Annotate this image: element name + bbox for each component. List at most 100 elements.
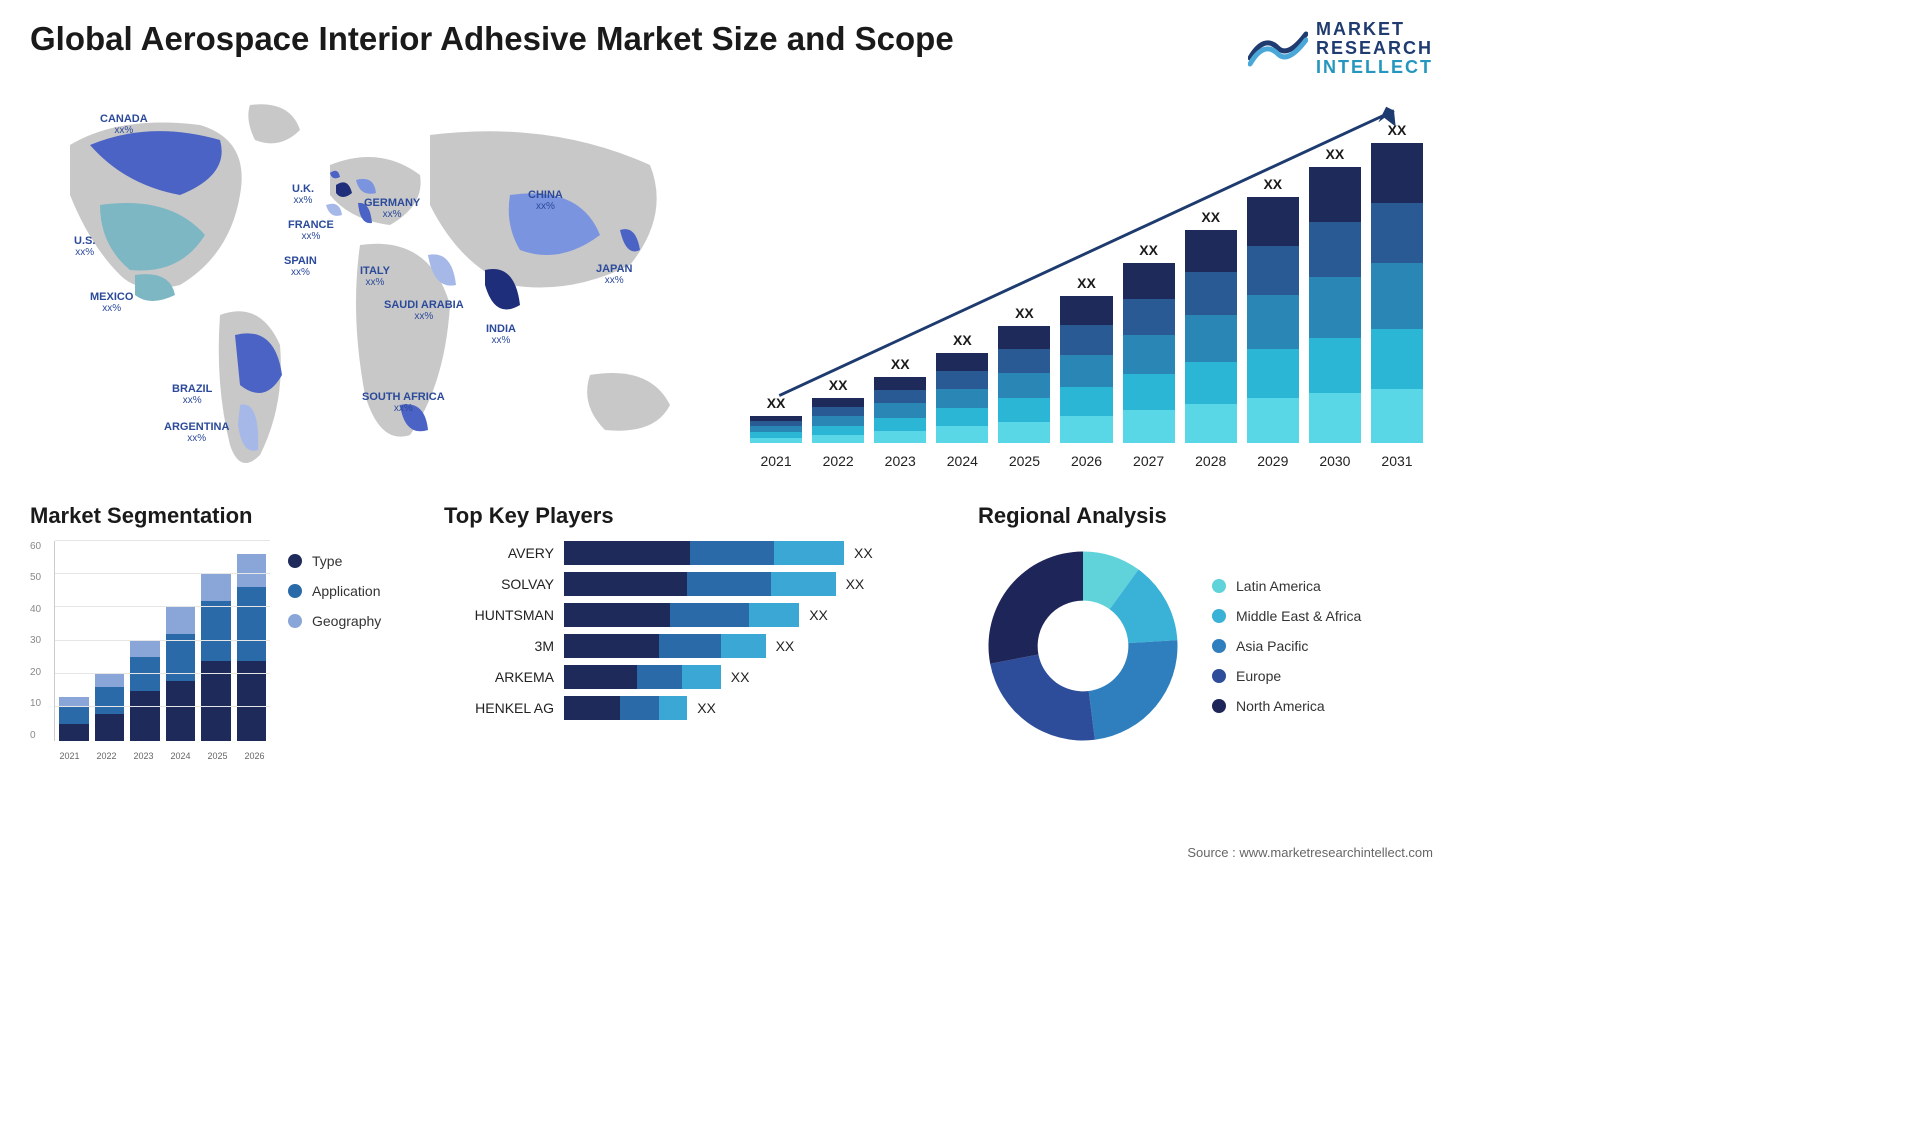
map-country-label: CANADAxx% xyxy=(100,113,148,137)
source-attribution: Source : www.marketresearchintellect.com xyxy=(1187,845,1433,860)
growth-x-label: 2029 xyxy=(1247,453,1299,469)
player-value-label: XX xyxy=(854,545,873,561)
growth-chart-panel: XXXXXXXXXXXXXXXXXXXXXX 20212022202320242… xyxy=(750,85,1433,485)
regional-panel: Regional Analysis Latin America Middle Ea… xyxy=(978,503,1418,761)
growth-bar: XX xyxy=(1060,275,1112,443)
regional-legend: Latin America Middle East & Africa Asia Pa… xyxy=(1212,578,1361,714)
legend-item: Asia Pacific xyxy=(1212,638,1361,654)
map-country-label: U.S.xx% xyxy=(74,235,95,259)
legend-item: Europe xyxy=(1212,668,1361,684)
map-country-label: ITALYxx% xyxy=(360,265,390,289)
donut-slice xyxy=(1089,640,1178,740)
segmentation-bar xyxy=(201,574,231,741)
segmentation-bar xyxy=(95,674,125,741)
key-players-panel: Top Key Players AVERYXX SOLVAY XX HUNTSMAN X… xyxy=(444,503,944,761)
legend-swatch-icon xyxy=(1212,579,1226,593)
player-value-label: XX xyxy=(846,576,865,592)
growth-bar-value-label: XX xyxy=(767,395,786,411)
growth-x-label: 2026 xyxy=(1060,453,1112,469)
player-value-label: XX xyxy=(776,638,795,654)
brand-logo: MARKET RESEARCH INTELLECT xyxy=(1248,20,1433,77)
segmentation-bar xyxy=(166,607,196,740)
map-country-label: CHINAxx% xyxy=(528,189,563,213)
growth-bar: XX xyxy=(1123,242,1175,443)
legend-label: Asia Pacific xyxy=(1236,638,1308,654)
growth-bar-value-label: XX xyxy=(1201,209,1220,225)
player-row: 3M XX xyxy=(444,634,944,658)
growth-x-label: 2023 xyxy=(874,453,926,469)
page-title: Global Aerospace Interior Adhesive Marke… xyxy=(30,20,954,58)
regional-title: Regional Analysis xyxy=(978,503,1418,529)
player-name-label: 3M xyxy=(444,638,554,654)
growth-x-label: 2028 xyxy=(1185,453,1237,469)
player-row: HENKEL AGXX xyxy=(444,696,944,720)
legend-item: Type xyxy=(288,553,410,569)
growth-bar: XX xyxy=(1371,122,1423,443)
legend-label: Geography xyxy=(312,613,381,629)
legend-swatch-icon xyxy=(1212,609,1226,623)
map-country-label: U.K.xx% xyxy=(292,183,314,207)
growth-x-label: 2027 xyxy=(1123,453,1175,469)
player-value-label: XX xyxy=(731,669,750,685)
legend-label: Middle East & Africa xyxy=(1236,608,1361,624)
legend-label: Application xyxy=(312,583,381,599)
world-map-panel: CANADAxx%U.S.xx%MEXICOxx%BRAZILxx%ARGENT… xyxy=(30,85,710,485)
player-bar xyxy=(564,541,844,565)
donut-slice xyxy=(989,551,1084,663)
growth-bar-value-label: XX xyxy=(1077,275,1096,291)
legend-item: Application xyxy=(288,583,410,599)
legend-swatch-icon xyxy=(288,554,302,568)
growth-bar-value-label: XX xyxy=(1388,122,1407,138)
growth-x-label: 2021 xyxy=(750,453,802,469)
legend-swatch-icon xyxy=(1212,699,1226,713)
map-country-label: SAUDI ARABIAxx% xyxy=(384,299,464,323)
map-country-label: INDIAxx% xyxy=(486,323,516,347)
donut-slice xyxy=(990,654,1095,740)
player-bar xyxy=(564,665,721,689)
player-name-label: ARKEMA xyxy=(444,669,554,685)
growth-bar: XX xyxy=(936,332,988,443)
player-bar xyxy=(564,634,766,658)
growth-x-axis: 2021202220232024202520262027202820292030… xyxy=(750,453,1423,469)
player-value-label: XX xyxy=(809,607,828,623)
player-name-label: HUNTSMAN xyxy=(444,607,554,623)
segmentation-chart: 0102030405060 202120222023202420252026 xyxy=(30,541,270,761)
growth-bar-value-label: XX xyxy=(1139,242,1158,258)
growth-bar: XX xyxy=(1185,209,1237,443)
map-country-label: ARGENTINAxx% xyxy=(164,421,229,445)
legend-swatch-icon xyxy=(288,614,302,628)
segmentation-legend: Type Application Geography xyxy=(288,541,410,761)
brand-logo-icon xyxy=(1248,24,1308,73)
segmentation-bar xyxy=(237,554,267,741)
growth-bar: XX xyxy=(1247,176,1299,443)
growth-bar: XX xyxy=(1309,146,1361,443)
player-name-label: SOLVAY xyxy=(444,576,554,592)
segmentation-bar xyxy=(130,641,160,741)
legend-item: Geography xyxy=(288,613,410,629)
player-value-label: XX xyxy=(697,700,716,716)
map-country-label: SPAINxx% xyxy=(284,255,317,279)
map-country-label: BRAZILxx% xyxy=(172,383,212,407)
growth-x-label: 2031 xyxy=(1371,453,1423,469)
growth-bar: XX xyxy=(750,395,802,443)
legend-swatch-icon xyxy=(288,584,302,598)
regional-donut-chart xyxy=(978,541,1188,751)
legend-label: Type xyxy=(312,553,342,569)
brand-logo-text: MARKET RESEARCH INTELLECT xyxy=(1316,20,1433,77)
header: Global Aerospace Interior Adhesive Marke… xyxy=(30,20,1433,77)
growth-bar-value-label: XX xyxy=(1326,146,1345,162)
growth-bar-value-label: XX xyxy=(953,332,972,348)
player-bar xyxy=(564,603,799,627)
growth-x-label: 2025 xyxy=(998,453,1050,469)
key-players-title: Top Key Players xyxy=(444,503,944,529)
growth-x-label: 2022 xyxy=(812,453,864,469)
player-bar xyxy=(564,696,687,720)
legend-label: Latin America xyxy=(1236,578,1321,594)
legend-item: Middle East & Africa xyxy=(1212,608,1361,624)
legend-item: North America xyxy=(1212,698,1361,714)
legend-swatch-icon xyxy=(1212,639,1226,653)
growth-x-label: 2030 xyxy=(1309,453,1361,469)
growth-bar-value-label: XX xyxy=(829,377,848,393)
map-country-label: FRANCExx% xyxy=(288,219,334,243)
player-row: AVERYXX xyxy=(444,541,944,565)
